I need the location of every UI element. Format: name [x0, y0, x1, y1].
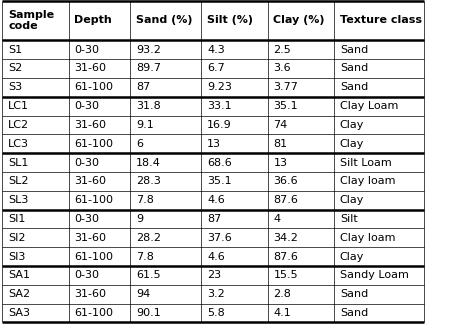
Text: 31-60: 31-60 — [74, 176, 107, 186]
Text: Clay: Clay — [340, 251, 364, 262]
Text: SL3: SL3 — [8, 195, 28, 205]
Text: 16.9: 16.9 — [207, 120, 232, 130]
Text: 2.8: 2.8 — [273, 289, 292, 299]
Text: 35.1: 35.1 — [207, 176, 232, 186]
Text: 4.6: 4.6 — [207, 195, 225, 205]
Text: 28.3: 28.3 — [136, 176, 161, 186]
Text: 0-30: 0-30 — [74, 270, 100, 280]
Text: 0-30: 0-30 — [74, 214, 100, 224]
Text: Sand: Sand — [340, 82, 368, 92]
Text: 13: 13 — [207, 139, 221, 149]
Text: S3: S3 — [8, 82, 22, 92]
Text: 15.5: 15.5 — [273, 270, 298, 280]
Text: 7.8: 7.8 — [136, 251, 154, 262]
Text: LC3: LC3 — [8, 139, 29, 149]
Text: 34.2: 34.2 — [273, 233, 298, 243]
Text: Clay loam: Clay loam — [340, 176, 395, 186]
Text: 18.4: 18.4 — [136, 157, 161, 168]
Text: 61-100: 61-100 — [74, 251, 113, 262]
Text: 7.8: 7.8 — [136, 195, 154, 205]
Text: LC2: LC2 — [8, 120, 29, 130]
Text: Sand (%): Sand (%) — [136, 16, 192, 25]
Text: SI1: SI1 — [8, 214, 26, 224]
Text: 9: 9 — [136, 214, 143, 224]
Text: 74: 74 — [273, 120, 288, 130]
Text: 33.1: 33.1 — [207, 101, 232, 111]
Text: 4.3: 4.3 — [207, 45, 225, 55]
Text: Silt: Silt — [340, 214, 357, 224]
Text: 61-100: 61-100 — [74, 139, 113, 149]
Text: Sand: Sand — [340, 63, 368, 74]
Text: SL2: SL2 — [8, 176, 28, 186]
Text: 9.1: 9.1 — [136, 120, 154, 130]
Text: 90.1: 90.1 — [136, 308, 161, 318]
Text: 87: 87 — [136, 82, 150, 92]
Text: 87.6: 87.6 — [273, 195, 298, 205]
Text: 4.1: 4.1 — [273, 308, 291, 318]
Text: 6: 6 — [136, 139, 143, 149]
Text: 93.2: 93.2 — [136, 45, 161, 55]
Text: 3.2: 3.2 — [207, 289, 225, 299]
Text: Clay Loam: Clay Loam — [340, 101, 398, 111]
Text: 61.5: 61.5 — [136, 270, 161, 280]
Text: 0-30: 0-30 — [74, 45, 100, 55]
Text: 9.23: 9.23 — [207, 82, 232, 92]
Text: Clay loam: Clay loam — [340, 233, 395, 243]
Text: SA2: SA2 — [8, 289, 30, 299]
Text: 0-30: 0-30 — [74, 101, 100, 111]
Text: SA1: SA1 — [8, 270, 30, 280]
Text: 87: 87 — [207, 214, 221, 224]
Text: 13: 13 — [273, 157, 288, 168]
Text: Texture class: Texture class — [340, 16, 422, 25]
Text: SI2: SI2 — [8, 233, 26, 243]
Text: 36.6: 36.6 — [273, 176, 298, 186]
Text: 94: 94 — [136, 289, 150, 299]
Text: 89.7: 89.7 — [136, 63, 161, 74]
Text: S1: S1 — [8, 45, 22, 55]
Text: 0-30: 0-30 — [74, 157, 100, 168]
Text: Sand: Sand — [340, 308, 368, 318]
Text: Sample
code: Sample code — [8, 10, 54, 31]
Text: 35.1: 35.1 — [273, 101, 298, 111]
Text: 28.2: 28.2 — [136, 233, 161, 243]
Text: 5.8: 5.8 — [207, 308, 225, 318]
Text: Depth: Depth — [74, 16, 112, 25]
Text: SI3: SI3 — [8, 251, 26, 262]
Text: 61-100: 61-100 — [74, 308, 113, 318]
Text: Clay: Clay — [340, 195, 364, 205]
Text: 3.6: 3.6 — [273, 63, 291, 74]
Text: 81: 81 — [273, 139, 288, 149]
Text: Silt Loam: Silt Loam — [340, 157, 392, 168]
Text: Clay: Clay — [340, 139, 364, 149]
Text: 4.6: 4.6 — [207, 251, 225, 262]
Text: 31-60: 31-60 — [74, 233, 107, 243]
Text: Silt (%): Silt (%) — [207, 16, 253, 25]
Text: 87.6: 87.6 — [273, 251, 298, 262]
Text: Sand: Sand — [340, 45, 368, 55]
Text: 31-60: 31-60 — [74, 120, 107, 130]
Text: Clay (%): Clay (%) — [273, 16, 325, 25]
Text: 68.6: 68.6 — [207, 157, 232, 168]
Text: 31.8: 31.8 — [136, 101, 161, 111]
Text: LC1: LC1 — [8, 101, 29, 111]
Text: Sand: Sand — [340, 289, 368, 299]
Text: 3.77: 3.77 — [273, 82, 298, 92]
Text: SL1: SL1 — [8, 157, 28, 168]
Text: 61-100: 61-100 — [74, 195, 113, 205]
Text: 31-60: 31-60 — [74, 63, 107, 74]
Text: S2: S2 — [8, 63, 22, 74]
Text: 23: 23 — [207, 270, 221, 280]
Text: 31-60: 31-60 — [74, 289, 107, 299]
Text: Clay: Clay — [340, 120, 364, 130]
Text: SA3: SA3 — [8, 308, 30, 318]
Text: 61-100: 61-100 — [74, 82, 113, 92]
Text: 37.6: 37.6 — [207, 233, 232, 243]
Text: 2.5: 2.5 — [273, 45, 291, 55]
Text: 6.7: 6.7 — [207, 63, 225, 74]
Text: Sandy Loam: Sandy Loam — [340, 270, 409, 280]
Text: 4: 4 — [273, 214, 281, 224]
